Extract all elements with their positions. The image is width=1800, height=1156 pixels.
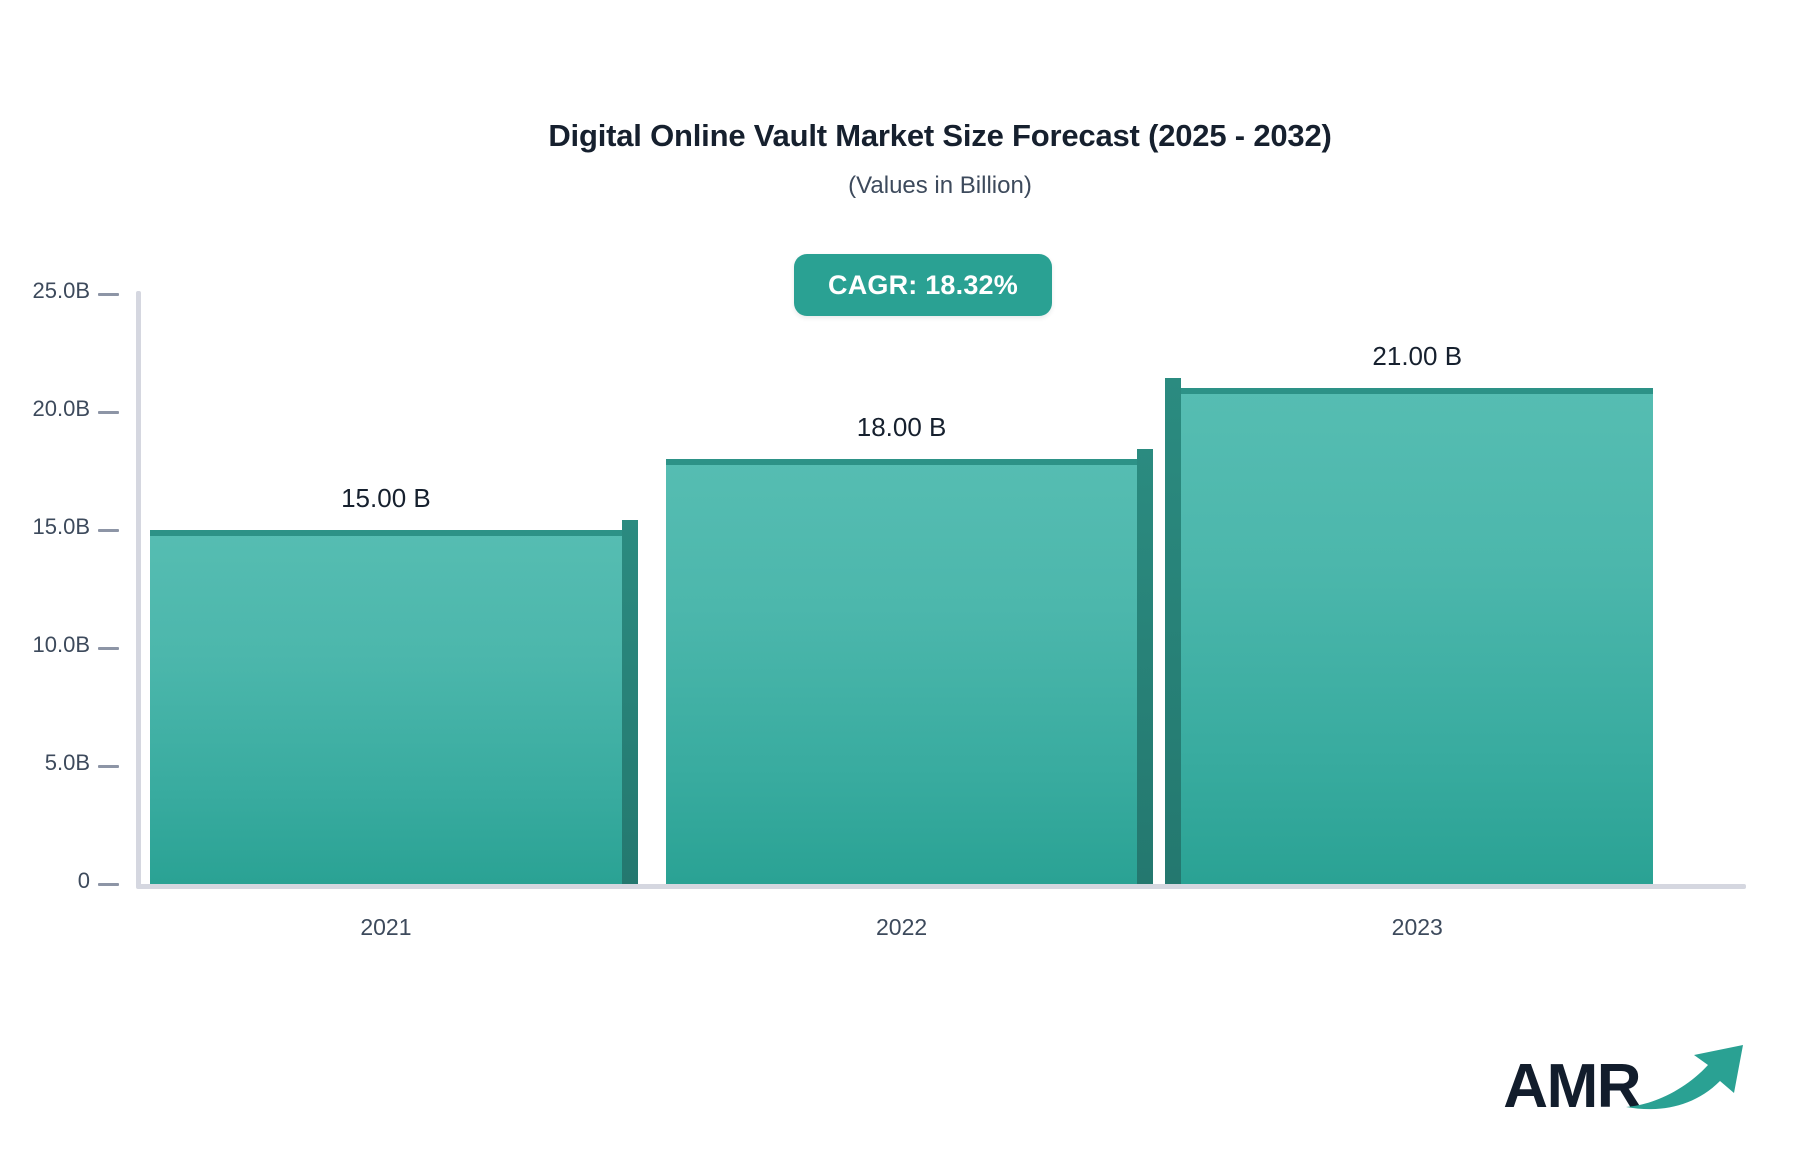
growth-arrow-icon (1624, 1041, 1748, 1116)
bar-front-face (150, 530, 622, 884)
x-axis-label: 2022 (875, 914, 928, 940)
bar-side-face (1165, 378, 1182, 884)
y-tick-label: 15.0B (32, 514, 91, 539)
bar-side-face (1137, 449, 1154, 884)
x-axis-line (136, 884, 1746, 889)
bar-value-label: 15.00 B (341, 483, 431, 513)
amr-logo-text: AMR (1503, 1052, 1641, 1121)
y-tick-mark (98, 883, 119, 886)
y-tick-mark (98, 765, 119, 768)
y-tick-mark (98, 647, 119, 650)
amr-logo: AMR (1503, 1034, 1748, 1118)
y-tick-mark (98, 411, 119, 414)
cagr-badge-label: CAGR: 18.32% (828, 269, 1018, 300)
chart-subtitle: (Values in Billion) (848, 172, 1032, 199)
bar-value-label: 18.00 B (856, 412, 947, 443)
y-tick-mark (98, 293, 119, 296)
bar-top-face (665, 459, 1138, 466)
y-tick-label: 20.0B (32, 396, 91, 421)
y-tick-label: 0 (77, 868, 90, 893)
y-tick-label: 10.0B (32, 632, 91, 657)
bar[interactable]: 15.00 B (150, 483, 638, 884)
x-axis-label: 2023 (1391, 914, 1443, 940)
bar-front-face (665, 459, 1138, 884)
bar-value-label: 21.00 B (1372, 341, 1463, 372)
y-tick-mark (98, 529, 119, 532)
bar[interactable]: 21.00 B (1165, 341, 1654, 884)
y-axis-line (136, 291, 141, 888)
y-tick-label: 5.0B (44, 750, 90, 775)
bar-front-face (1181, 388, 1654, 884)
bar-side-face (621, 520, 638, 884)
bar[interactable]: 18.00 B (665, 412, 1154, 884)
x-axis-label: 2021 (360, 914, 412, 940)
bar-top-face (150, 530, 622, 536)
bar-top-face (1181, 388, 1654, 395)
y-tick-label: 25.0B (32, 278, 91, 303)
chart-title: Digital Online Vault Market Size Forecas… (548, 118, 1332, 153)
cagr-badge: CAGR: 18.32% (794, 254, 1052, 316)
